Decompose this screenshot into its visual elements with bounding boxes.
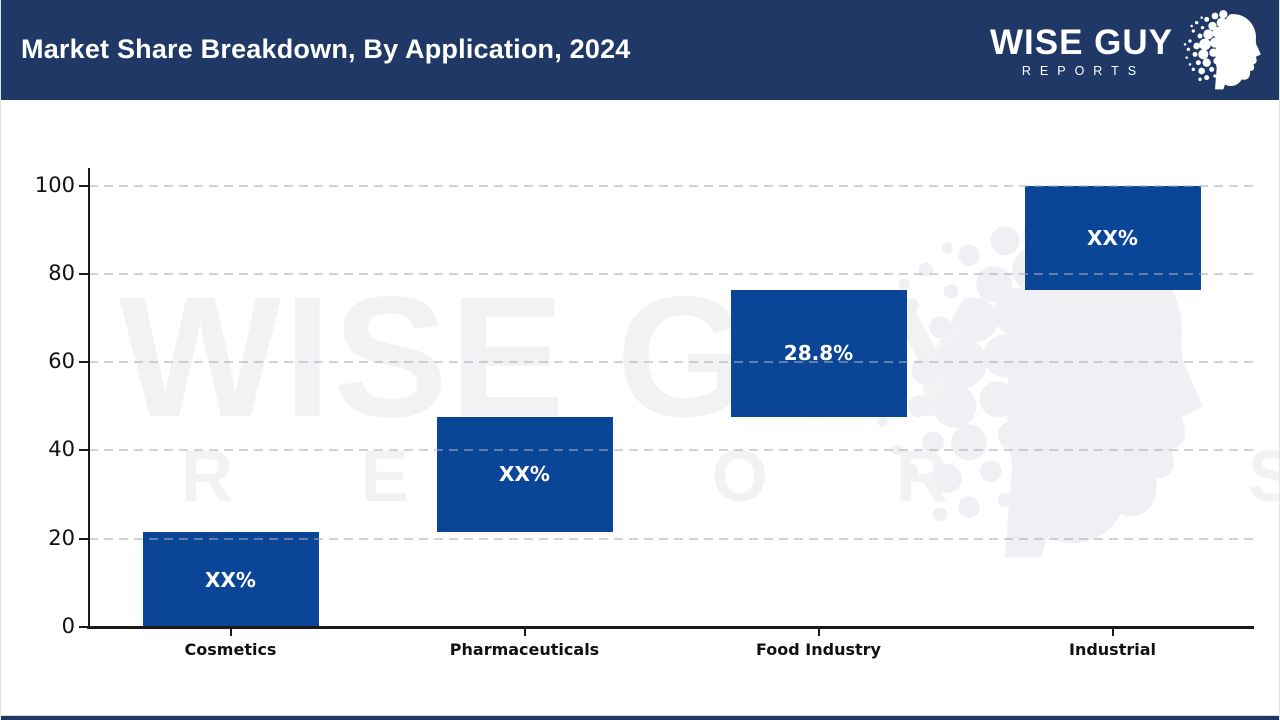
y-tick-80 bbox=[79, 272, 88, 275]
x-category-label: Pharmaceuticals bbox=[449, 640, 600, 659]
chart-title: Market Share Breakdown, By Application, … bbox=[21, 34, 631, 64]
y-tick-label-100: 100 bbox=[34, 172, 75, 197]
x-tick-2 bbox=[817, 627, 820, 636]
gridline-80 bbox=[89, 272, 1254, 275]
y-tick-0 bbox=[79, 626, 88, 628]
bottom-hairline bbox=[1, 715, 1279, 716]
logo-subtitle: REPORTS bbox=[1021, 63, 1146, 78]
y-tick-label-60: 60 bbox=[48, 349, 75, 374]
bar-food-industry: 28.8% bbox=[730, 289, 907, 417]
bar-value-label: XX% bbox=[1087, 225, 1138, 250]
gridline-40 bbox=[89, 449, 1254, 452]
bar-pharmaceuticals: XX% bbox=[436, 416, 613, 533]
x-category-label: Industrial bbox=[1068, 640, 1156, 659]
y-tick-label-80: 80 bbox=[48, 260, 75, 285]
y-tick-label-40: 40 bbox=[48, 437, 75, 462]
y-tick-20 bbox=[79, 537, 88, 540]
gridline-100 bbox=[89, 184, 1254, 187]
wise-guy-head-icon bbox=[1183, 10, 1261, 90]
y-tick-100 bbox=[79, 184, 88, 187]
x-category-label: Cosmetics bbox=[184, 640, 277, 659]
x-axis bbox=[87, 626, 1254, 629]
logo-text: WISE GUY REPORTS bbox=[990, 25, 1173, 78]
watermark-head-icon bbox=[870, 215, 1203, 558]
bar-value-label: XX% bbox=[205, 567, 256, 592]
bar-cosmetics: XX% bbox=[142, 532, 319, 627]
bar-industrial: XX% bbox=[1024, 185, 1201, 290]
y-tick-label-20: 20 bbox=[48, 525, 75, 550]
x-tick-1 bbox=[523, 627, 526, 636]
y-tick-60 bbox=[79, 361, 88, 364]
header-banner: Market Share Breakdown, By Application, … bbox=[1, 0, 1279, 100]
wise-guy-logo: WISE GUY REPORTS bbox=[990, 6, 1265, 96]
bottom-brand-bar bbox=[1, 716, 1279, 720]
y-tick-label-0: 0 bbox=[61, 614, 75, 638]
logo-wordmark: WISE GUY bbox=[989, 22, 1173, 62]
y-axis bbox=[88, 168, 90, 628]
x-tick-0 bbox=[229, 627, 232, 636]
x-tick-3 bbox=[1111, 627, 1114, 636]
x-category-label: Food Industry bbox=[756, 640, 881, 659]
gridline-60 bbox=[89, 361, 1254, 364]
y-tick-40 bbox=[79, 449, 88, 452]
bar-value-label: XX% bbox=[499, 462, 550, 487]
gridline-20 bbox=[89, 537, 1254, 540]
